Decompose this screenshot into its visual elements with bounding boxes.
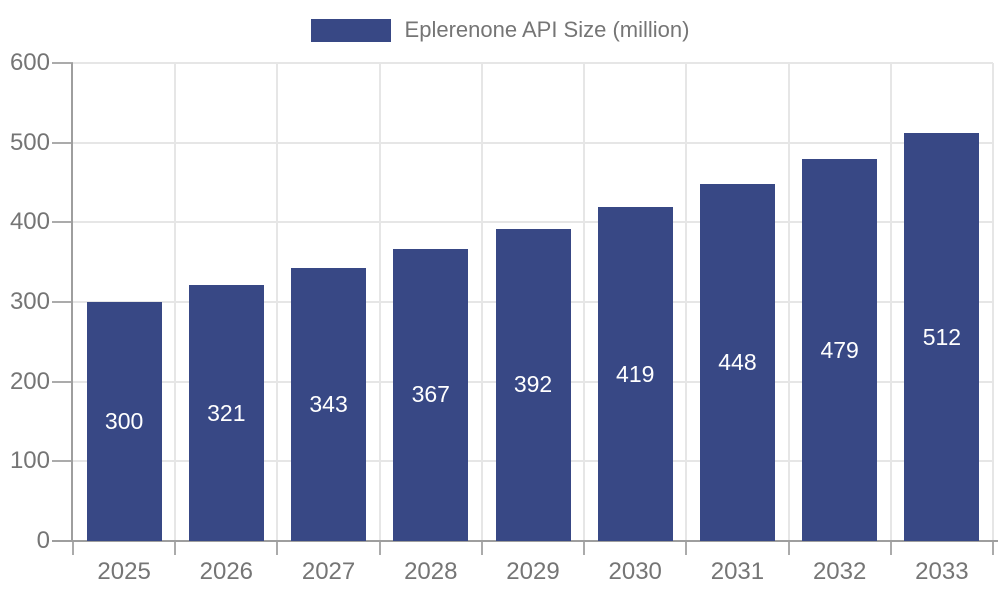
bar-value-label: 300 bbox=[104, 408, 144, 434]
x-tick-label-2027: 2027 bbox=[301, 558, 356, 585]
bar-2028[interactable]: 367 bbox=[393, 248, 469, 541]
bar-value-label: 448 bbox=[718, 349, 757, 376]
x-tick-0 bbox=[72, 541, 74, 555]
legend[interactable]: Eplerenone API Size (million) bbox=[0, 16, 1000, 44]
bar-2029[interactable]: 392 bbox=[495, 228, 571, 541]
x-tick-label-2033: 2033 bbox=[915, 558, 969, 585]
y-tick-label-500: 500 bbox=[9, 128, 50, 156]
bar-2033[interactable]: 512 bbox=[904, 133, 980, 541]
gridline-h-500 bbox=[73, 141, 993, 144]
bar-2032[interactable]: 479 bbox=[802, 159, 878, 541]
bar-value-label: 343 bbox=[309, 390, 348, 417]
x-tick-label-2025: 2025 bbox=[97, 558, 151, 585]
gridline-v-9 bbox=[992, 63, 994, 541]
y-tick-300 bbox=[52, 301, 73, 303]
x-tick-5 bbox=[583, 541, 586, 555]
bar-value-label: 367 bbox=[411, 381, 450, 408]
gridline-h-600 bbox=[73, 62, 993, 64]
y-tick-label-100: 100 bbox=[9, 447, 50, 475]
y-axis-line bbox=[71, 63, 73, 541]
x-tick-4 bbox=[480, 541, 483, 555]
y-tick-500 bbox=[52, 141, 73, 144]
x-tick-3 bbox=[378, 541, 381, 555]
gridline-v-3 bbox=[378, 63, 381, 541]
bar-value-label: 321 bbox=[207, 399, 246, 426]
gridline-v-6 bbox=[685, 63, 688, 541]
gridline-v-8 bbox=[889, 63, 892, 541]
x-tick-label-2026: 2026 bbox=[199, 558, 254, 585]
legend-label: Eplerenone API Size (million) bbox=[404, 17, 690, 42]
x-tick-label-2028: 2028 bbox=[404, 558, 458, 585]
y-tick-label-200: 200 bbox=[9, 367, 50, 395]
y-tick-600 bbox=[52, 62, 73, 64]
x-tick-label-2029: 2029 bbox=[506, 558, 560, 585]
y-tick-label-0: 0 bbox=[36, 527, 50, 554]
gridline-v-2 bbox=[276, 63, 279, 541]
y-tick-100 bbox=[52, 460, 73, 463]
bar-2030[interactable]: 419 bbox=[597, 207, 673, 541]
gridline-v-7 bbox=[787, 63, 790, 541]
y-tick-400 bbox=[52, 221, 73, 224]
y-tick-label-600: 600 bbox=[9, 49, 50, 76]
x-tick-1 bbox=[174, 541, 177, 555]
x-tick-6 bbox=[685, 541, 688, 555]
bar-2025[interactable]: 300 bbox=[86, 302, 162, 541]
bar-value-label: 392 bbox=[513, 371, 553, 398]
x-axis-line bbox=[52, 540, 998, 542]
x-tick-label-2030: 2030 bbox=[608, 558, 662, 585]
bar-value-label: 479 bbox=[820, 336, 859, 363]
y-tick-label-400: 400 bbox=[9, 208, 50, 236]
bar-2026[interactable]: 321 bbox=[188, 285, 264, 541]
gridline-v-5 bbox=[583, 63, 586, 541]
legend-swatch bbox=[310, 18, 391, 42]
bar-2031[interactable]: 448 bbox=[699, 184, 775, 541]
gridline-h-400 bbox=[73, 221, 993, 224]
gridline-v-4 bbox=[480, 63, 483, 541]
bar-2027[interactable]: 343 bbox=[291, 267, 367, 541]
x-tick-label-2032: 2032 bbox=[812, 558, 867, 585]
y-tick-label-300: 300 bbox=[9, 288, 50, 315]
bar-value-label: 419 bbox=[616, 360, 655, 387]
bar-value-label: 512 bbox=[922, 323, 962, 350]
x-tick-8 bbox=[889, 541, 892, 555]
x-tick-7 bbox=[787, 541, 790, 555]
x-tick-2 bbox=[276, 541, 279, 555]
gridline-v-1 bbox=[174, 63, 177, 541]
y-tick-200 bbox=[52, 380, 73, 383]
x-tick-label-2031: 2031 bbox=[710, 558, 765, 585]
x-tick-9 bbox=[992, 541, 994, 555]
